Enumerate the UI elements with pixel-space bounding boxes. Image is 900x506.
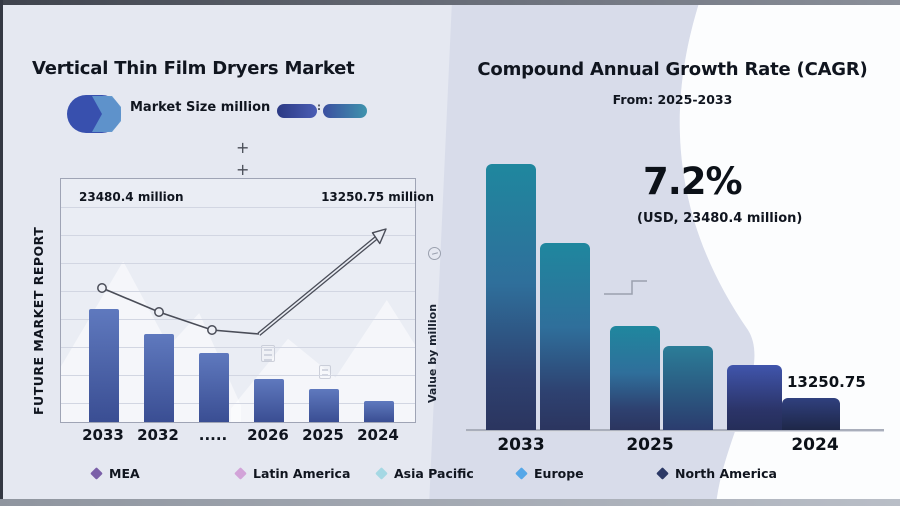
frame-left-edge (0, 0, 3, 506)
market-size-cylinder-icon (67, 95, 121, 133)
left-x-label: 2024 (357, 426, 399, 444)
left-chart-title: Vertical Thin Film Dryers Market (32, 58, 355, 79)
legend-diamond-icon (90, 467, 103, 480)
right-chart-axis (466, 429, 884, 431)
gridline (61, 263, 415, 264)
left-chart-panel: 23480.4 million 13250.75 million (60, 178, 434, 423)
cagr-bar (782, 398, 840, 430)
legend-diamond-icon (656, 467, 669, 480)
cagr-bar (727, 365, 782, 430)
frame-bottom-edge (0, 499, 900, 506)
legend-label: North America (675, 466, 777, 481)
clipboard-icon (261, 345, 275, 362)
value-axis-label: Value by million (426, 303, 439, 403)
left-market-bar (89, 309, 119, 422)
legend-item-europe: Europe (515, 466, 584, 481)
gridline (61, 291, 415, 292)
legend-item-north-america: North America (656, 466, 777, 481)
ratio-separator: : (317, 102, 321, 113)
right-chart-subtitle: From: 2025-2033 (612, 92, 733, 107)
start-value-label: 23480.4 million (79, 190, 184, 204)
right-x-label: 2024 (791, 435, 839, 455)
legend-item-latin-america: Latin America (234, 466, 351, 481)
ratio-pill-teal-icon (323, 104, 367, 118)
left-x-label: 2026 (247, 426, 289, 444)
circle-minus-icon (428, 247, 441, 260)
legend-diamond-icon (515, 467, 528, 480)
cagr-bar (610, 326, 660, 430)
right-x-label: 2025 (626, 435, 674, 455)
right-x-label: 2033 (497, 435, 545, 455)
end-value-label: 13250.75 million (321, 190, 434, 204)
left-market-bar (364, 401, 394, 422)
clipboard-icon (319, 365, 331, 379)
left-x-label: 2033 (82, 426, 124, 444)
right-chart-axis-shadow (466, 431, 884, 432)
right-chart-title: Compound Annual Growth Rate (CAGR) (477, 59, 868, 80)
bar-value-label: 13250.75 (787, 373, 866, 391)
legend-item-asia-pacific: Asia Pacific (375, 466, 474, 481)
gridline (61, 235, 415, 236)
legend-diamond-icon (375, 467, 388, 480)
future-market-report-watermark: FUTURE MARKET REPORT (31, 226, 46, 416)
left-market-bar (254, 379, 284, 422)
cagr-bar (540, 243, 590, 430)
left-x-label: 2032 (137, 426, 179, 444)
gridline (61, 347, 415, 348)
right-white-swoosh (679, 0, 900, 506)
left-market-bar (144, 334, 174, 422)
legend-label: Latin America (253, 466, 351, 481)
legend-label: Europe (534, 466, 584, 481)
ratio-pill-dark-icon (277, 104, 317, 118)
left-x-label: 2025 (302, 426, 344, 444)
legend-label: MEA (109, 466, 140, 481)
market-size-label: Market Size million (130, 100, 271, 115)
legend-diamond-icon (234, 467, 247, 480)
frame-top-edge (0, 0, 900, 5)
plus-mark-icon: + (236, 138, 250, 157)
left-market-bar (199, 353, 229, 422)
gridline (61, 207, 415, 208)
legend-label: Asia Pacific (394, 466, 474, 481)
cagr-value: 7.2% (643, 160, 743, 203)
cagr-note: (USD, 23480.4 million) (637, 211, 803, 226)
gridline (61, 375, 415, 376)
plus-mark-icon: + (236, 160, 250, 179)
left-x-label: ..... (198, 426, 228, 444)
left-chart-plot (61, 179, 415, 422)
cagr-bar (663, 346, 713, 430)
cagr-bar (486, 164, 536, 430)
left-market-bar (309, 389, 339, 422)
step-line-decoration (604, 280, 647, 295)
gridline (61, 403, 415, 404)
legend-item-mea: MEA (90, 466, 140, 481)
